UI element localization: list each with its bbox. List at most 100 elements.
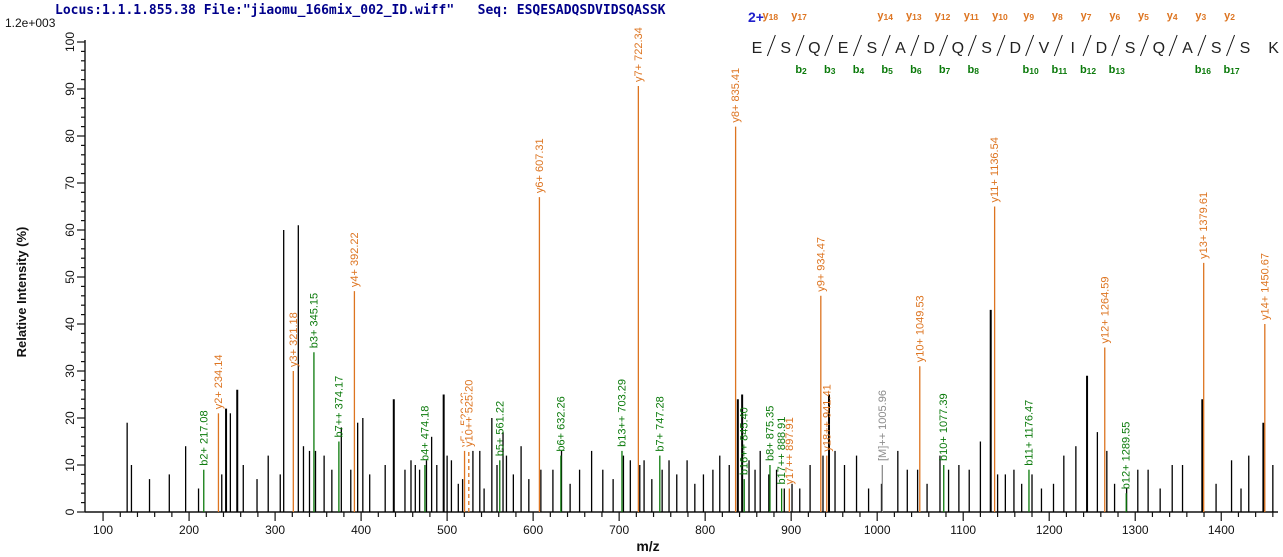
peak-label[interactable]: b10+ 1077.39 <box>938 393 950 461</box>
peak-label[interactable]: y6+ 607.31 <box>534 138 546 193</box>
peak-label[interactable]: y9+ 934.47 <box>815 237 827 292</box>
b-ion-marker[interactable]: b2 <box>795 64 807 76</box>
peak-b17-888.91[interactable]: b17++ 888.91 <box>776 417 788 512</box>
peak-y6-607.31[interactable]: y6+ 607.31 <box>534 138 546 512</box>
b-ion-marker[interactable]: b4 <box>853 64 865 76</box>
peak-b10-1077.39[interactable]: b10+ 1077.39 <box>938 393 950 512</box>
x-tick-label: 700 <box>609 523 629 537</box>
b-ion-marker[interactable]: b8 <box>968 64 980 76</box>
y-ion-marker[interactable]: y9 <box>1023 10 1034 22</box>
b-ion-marker[interactable]: b11 <box>1051 64 1067 76</box>
peak-label[interactable]: y18++ 941.41 <box>821 384 833 451</box>
b-ion-marker[interactable]: b7 <box>939 64 951 76</box>
peak-y17-897.91[interactable]: y17++ 897.91 <box>784 417 796 512</box>
peak-y10-1049.53[interactable]: y10+ 1049.53 <box>914 295 926 512</box>
sequence-residue: D <box>1096 40 1108 57</box>
y-ion-marker[interactable]: y8 <box>1052 10 1063 22</box>
peak-label[interactable]: y8+ 835.41 <box>730 68 742 123</box>
b-ion-marker[interactable]: b16 <box>1195 64 1211 76</box>
peak-label[interactable]: y14+ 1450.67 <box>1259 253 1271 320</box>
peak-label[interactable]: y13+ 1379.61 <box>1198 192 1210 259</box>
peak-label[interactable]: b16++ 845.40 <box>739 407 751 475</box>
peak-label[interactable]: y3+ 321.18 <box>288 312 300 367</box>
peak-label[interactable]: [M]++ 1005.96 <box>877 390 889 461</box>
peak-label[interactable]: b13++ 703.29 <box>616 379 628 447</box>
y-ion-marker[interactable]: y7 <box>1081 10 1092 22</box>
y-ion-marker[interactable]: y5 <box>1138 10 1149 22</box>
peak-label[interactable]: y12+ 1264.59 <box>1099 277 1111 344</box>
peak-label[interactable]: b5+ 561.22 <box>494 401 506 456</box>
b-ion-marker[interactable]: b13 <box>1109 64 1125 76</box>
peak-y5-520.26[interactable]: y5+ 520.26 <box>459 392 471 512</box>
peak-label[interactable]: y2+ 234.14 <box>213 355 225 410</box>
peak-y14-1450.67[interactable]: y14+ 1450.67 <box>1259 253 1271 512</box>
peak-label[interactable]: b7++ 374.17 <box>333 376 345 438</box>
peak-b16-845.4[interactable]: b16++ 845.40 <box>739 407 751 512</box>
peak-b4-474.18[interactable]: b4+ 474.18 <box>419 406 431 512</box>
peak-label[interactable]: y10++ 525.20 <box>461 378 477 449</box>
b-ion-marker[interactable]: b12 <box>1080 64 1096 76</box>
y-ion-marker[interactable]: y18 <box>763 10 779 22</box>
peak-y4-392.22[interactable]: y4+ 392.22 <box>349 232 361 512</box>
peak-label[interactable]: y11+ 1136.54 <box>989 137 1001 202</box>
peak-label[interactable]: y7+ 722.34 <box>633 27 645 82</box>
peak-y7-722.34[interactable]: y7+ 722.34 <box>633 27 645 512</box>
peak-b8-875.35[interactable]: b8+ 875.35 <box>764 406 776 512</box>
sequence-residue: V <box>1039 40 1050 57</box>
peak-label[interactable]: b11+ 1176.47 <box>1023 400 1035 466</box>
peak-b2-217.08[interactable]: b2+ 217.08 <box>198 410 210 512</box>
y-ion-marker[interactable]: y14 <box>877 10 893 22</box>
peak-label[interactable]: b8+ 875.35 <box>764 406 776 461</box>
sequence-residue: S <box>866 40 877 57</box>
peak-y18-941.41[interactable]: y18++ 941.41 <box>821 384 833 512</box>
y-ion-marker[interactable]: y11 <box>964 10 979 22</box>
peak-y9-934.47[interactable]: y9+ 934.47 <box>815 237 827 512</box>
peak-b5-561.22[interactable]: b5+ 561.22 <box>494 401 506 512</box>
peak-y12-1264.59[interactable]: y12+ 1264.59 <box>1099 277 1111 512</box>
peak-label[interactable]: b12+ 1289.55 <box>1121 422 1133 490</box>
peak-b6-632.26[interactable]: b6+ 632.26 <box>555 396 567 512</box>
cleavage-slash <box>1111 34 1121 57</box>
peak-label[interactable]: y5+ 520.26 <box>459 392 471 447</box>
b-ion-marker[interactable]: b5 <box>881 64 893 76</box>
peak-y2-234.14[interactable]: y2+ 234.14 <box>213 355 225 512</box>
cleavage-slash <box>824 34 834 57</box>
y-ion-marker[interactable]: y6 <box>1109 10 1120 22</box>
peak-b7-374.17[interactable]: b7++ 374.17 <box>333 376 345 512</box>
peak-label[interactable]: b7+ 747.28 <box>654 396 666 451</box>
peak-label[interactable]: b17++ 888.91 <box>776 417 788 485</box>
peak-b12-1289.55[interactable]: b12+ 1289.55 <box>1121 422 1133 512</box>
y-ion-marker[interactable]: y17 <box>791 10 807 22</box>
peak-label[interactable]: b4+ 474.18 <box>419 406 431 461</box>
peak-label[interactable]: y17++ 897.91 <box>784 417 796 484</box>
b-ion-marker[interactable]: b10 <box>1023 64 1039 76</box>
b-ion-marker[interactable]: b3 <box>824 64 836 76</box>
y-ion-marker[interactable]: y13 <box>906 10 922 22</box>
sequence-residue: E <box>838 40 849 57</box>
peak-label[interactable]: b6+ 632.26 <box>555 396 567 451</box>
y-ion-marker[interactable]: y12 <box>935 10 951 22</box>
peak-b11-1176.47[interactable]: b11+ 1176.47 <box>1023 400 1035 512</box>
peak-y13-1379.61[interactable]: y13+ 1379.61 <box>1198 192 1210 512</box>
peak-y10-525.2[interactable]: y10++ 525.20 <box>461 378 477 512</box>
b-ion-marker[interactable]: b17 <box>1223 64 1239 76</box>
peak-label[interactable]: y10+ 1049.53 <box>914 295 926 362</box>
y-ion-marker[interactable]: y4 <box>1167 10 1178 22</box>
peak-y8-835.41[interactable]: y8+ 835.41 <box>730 68 742 512</box>
peak-b3-345.15[interactable]: b3+ 345.15 <box>308 293 320 512</box>
peak-label[interactable]: b2+ 217.08 <box>198 410 210 465</box>
peak-y11-1136.54[interactable]: y11+ 1136.54 <box>989 137 1001 512</box>
peak-label[interactable]: y4+ 392.22 <box>349 232 361 287</box>
peak-y3-321.18[interactable]: y3+ 321.18 <box>288 312 300 512</box>
peak-M-1005.96[interactable]: [M]++ 1005.96 <box>877 390 889 512</box>
peak-b13-703.29[interactable]: b13++ 703.29 <box>616 379 628 512</box>
y-ion-marker[interactable]: y3 <box>1195 10 1206 22</box>
b-ion-marker[interactable]: b6 <box>910 64 922 76</box>
cleavage-slash <box>1053 34 1063 57</box>
y-ion-marker[interactable]: y2 <box>1224 10 1235 22</box>
peak-b7-747.28[interactable]: b7+ 747.28 <box>654 396 666 512</box>
y-ion-marker[interactable]: y10 <box>992 10 1008 22</box>
x-tick-label: 900 <box>781 523 801 537</box>
peak-label[interactable]: b3+ 345.15 <box>308 293 320 348</box>
